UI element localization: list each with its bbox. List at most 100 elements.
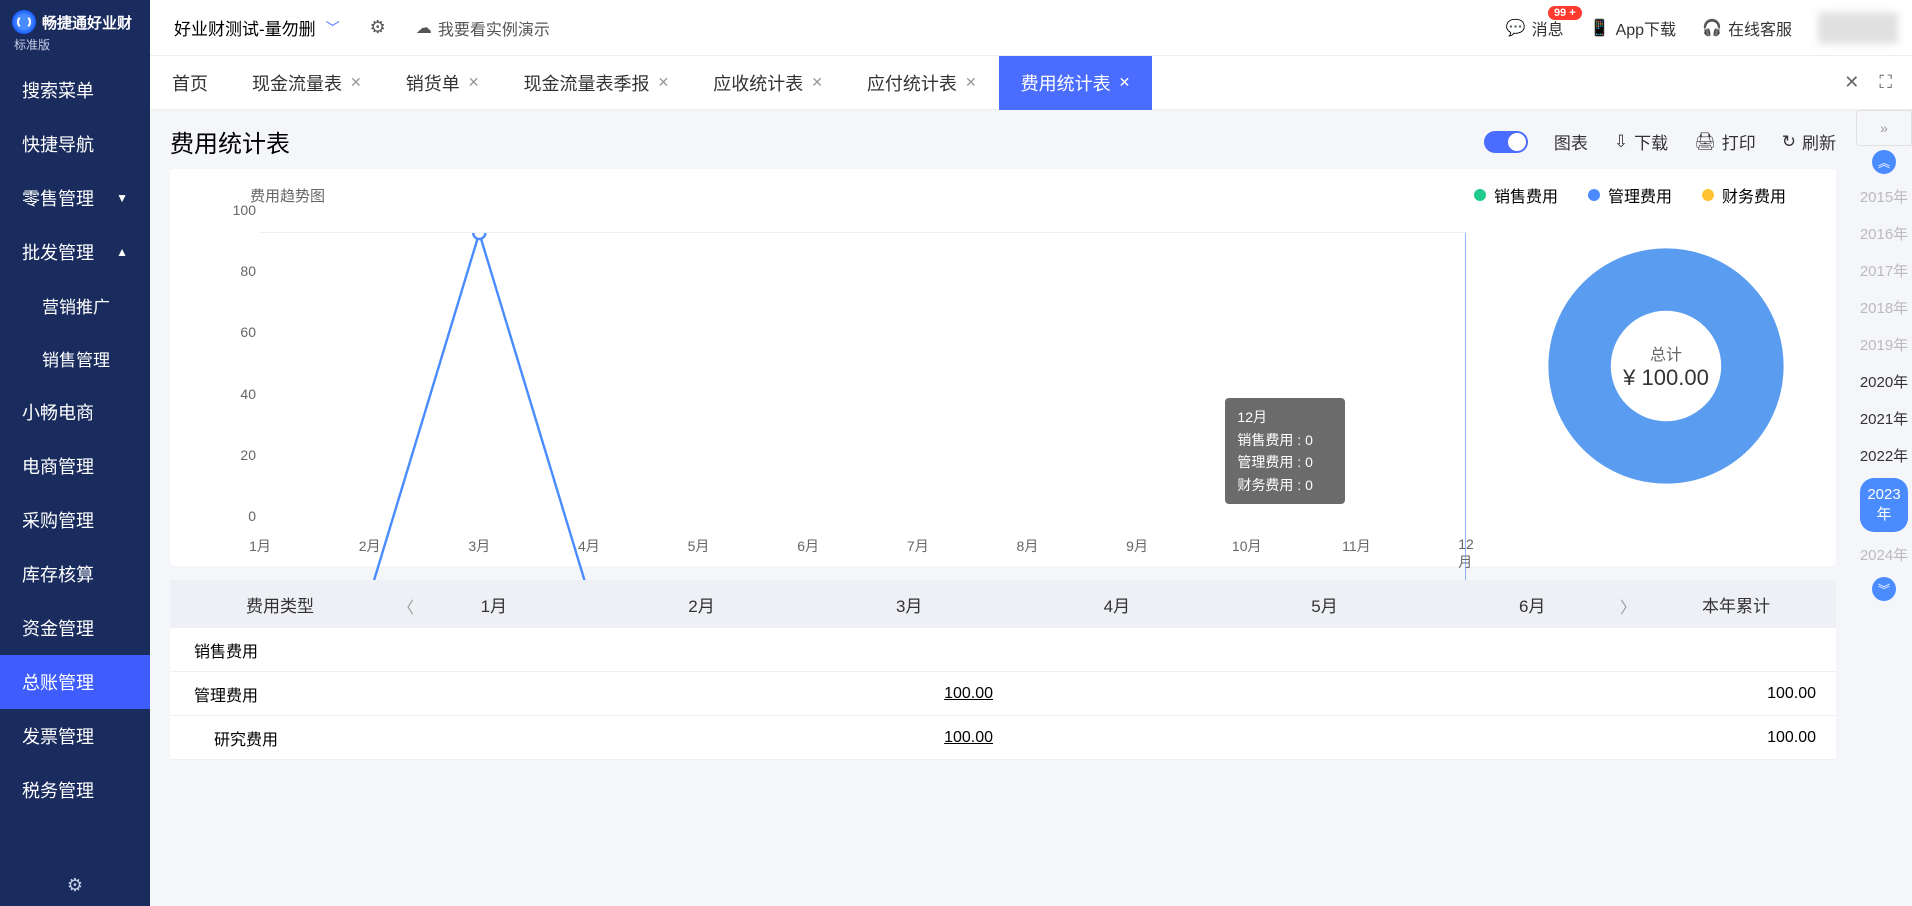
year-item[interactable]: 2021年 (1856, 400, 1912, 437)
close-tab-icon[interactable]: ✕ (1844, 72, 1859, 93)
table-scroll-left[interactable]: 〈 (398, 594, 414, 618)
y-tick: 60 (240, 324, 256, 340)
tab[interactable]: 首页 (150, 56, 230, 110)
chart-toggle[interactable] (1484, 131, 1528, 153)
sidebar-item-purchase[interactable]: 采购管理 (0, 493, 150, 547)
sidebar-item-fund[interactable]: 资金管理 (0, 601, 150, 655)
sidebar-item-ecom1[interactable]: 小畅电商 (0, 385, 150, 439)
page-header: 费用统计表 图表 ⇩下载 🖨打印 ↻刷新 (170, 124, 1836, 159)
td-total: 100.00 (1636, 729, 1836, 747)
year-item: 2019年 (1856, 326, 1912, 363)
tab[interactable]: 应收统计表✕ (691, 56, 845, 110)
tab-close-icon[interactable]: ✕ (657, 74, 669, 91)
tab-close-icon[interactable]: ✕ (965, 74, 977, 91)
sidebar-item-retail[interactable]: 零售管理▼ (0, 171, 150, 225)
print-button[interactable]: 🖨打印 (1694, 129, 1756, 154)
app-download-label: App下载 (1616, 16, 1676, 40)
year-scroll-down[interactable]: ︾ (1872, 577, 1896, 601)
sidebar-item-wholesale[interactable]: 批发管理▲ (0, 225, 150, 279)
x-tick: 10月 (1232, 536, 1262, 556)
chart-toggle-label: 图表 (1554, 129, 1588, 154)
td-type: 管理费用 (170, 682, 390, 706)
x-tick: 7月 (907, 536, 929, 556)
messages-button[interactable]: 💬 消息 99 + (1506, 16, 1564, 40)
settings-gear-icon[interactable]: ⚙ (0, 875, 150, 896)
user-avatar[interactable] (1818, 12, 1898, 44)
x-tick: 4月 (578, 536, 600, 556)
chart-tooltip: 12月销售费用 : 0管理费用 : 0财务费用 : 0 (1225, 398, 1345, 504)
x-tick: 3月 (468, 536, 490, 556)
year-panel-expand[interactable]: » (1856, 110, 1912, 146)
tab-bar: 首页现金流量表✕销货单✕现金流量表季报✕应收统计表✕应付统计表✕费用统计表✕ ✕… (150, 56, 1912, 110)
tab[interactable]: 现金流量表季报✕ (501, 56, 691, 110)
tab-close-icon[interactable]: ✕ (1119, 74, 1131, 91)
brand-edition: 标准版 (0, 36, 150, 63)
th-month: 5月 (1221, 592, 1429, 617)
year-item: 2024年 (1856, 536, 1912, 573)
sidebar-item-search[interactable]: 搜索菜单 (0, 63, 150, 117)
table-scroll-right[interactable]: 〉 (1620, 594, 1636, 618)
sidebar-item-ecom2[interactable]: 电商管理 (0, 439, 150, 493)
y-tick: 100 (233, 202, 256, 218)
tab-close-icon[interactable]: ✕ (468, 74, 480, 91)
table-row: 研究费用 100.00 100.00 (170, 716, 1836, 760)
th-month: 1月 (390, 592, 598, 617)
sidebar-item-sales[interactable]: 销售管理 (0, 332, 150, 385)
tab-close-icon[interactable]: ✕ (811, 74, 823, 91)
sidebar-item-gl[interactable]: 总账管理 (0, 655, 150, 709)
workspace-settings-icon[interactable]: ⚙ (370, 17, 386, 38)
sidebar-item-marketing[interactable]: 营销推广 (0, 279, 150, 332)
td-total: 100.00 (1636, 685, 1836, 703)
tab[interactable]: 应付统计表✕ (845, 56, 999, 110)
tab-close-icon[interactable]: ✕ (350, 74, 362, 91)
customer-service-button[interactable]: 🎧 在线客服 (1702, 16, 1792, 40)
year-item: 2017年 (1856, 252, 1912, 289)
x-tick: 9月 (1126, 536, 1148, 556)
x-tick: 11月 (1342, 536, 1371, 556)
td-month[interactable]: 100.00 (805, 685, 1013, 703)
download-button[interactable]: ⇩下载 (1614, 129, 1668, 154)
y-tick: 0 (248, 508, 256, 524)
content: 费用统计表 图表 ⇩下载 🖨打印 ↻刷新 费用趋势图 销售费用管理费用财务费用 … (150, 110, 1856, 906)
brand-logo-icon (12, 10, 36, 34)
year-item: 2018年 (1856, 289, 1912, 326)
demo-link[interactable]: ☁ 我要看实例演示 (416, 16, 550, 40)
y-tick: 40 (240, 386, 256, 402)
tab[interactable]: 费用统计表✕ (999, 56, 1153, 110)
tab[interactable]: 现金流量表✕ (230, 56, 384, 110)
workspace-name: 好业财测试-量勿删 (174, 15, 316, 40)
year-scroll-up[interactable]: ︽ (1872, 150, 1896, 174)
fullscreen-icon[interactable]: ⛶ (1879, 72, 1892, 93)
table-row: 销售费用 (170, 628, 1836, 672)
x-tick: 2月 (359, 536, 381, 556)
refresh-button[interactable]: ↻刷新 (1782, 129, 1836, 154)
legend-item[interactable]: 财务费用 (1702, 183, 1786, 207)
donut-center-label: 总计 (1623, 341, 1709, 365)
year-item[interactable]: 2020年 (1856, 363, 1912, 400)
legend-item[interactable]: 销售费用 (1474, 183, 1558, 207)
year-item[interactable]: 2022年 (1856, 437, 1912, 474)
year-item: 2016年 (1856, 215, 1912, 252)
td-type: 研究费用 (170, 726, 390, 750)
download-icon: ⇩ (1614, 132, 1628, 152)
legend-item[interactable]: 管理费用 (1588, 183, 1672, 207)
td-month[interactable]: 100.00 (805, 729, 1013, 747)
th-month: 2月 (598, 592, 806, 617)
expense-table: 费用类型 〈 1月2月3月4月5月6月 〉 本年累计 销售费用管理费用 100.0… (170, 580, 1836, 760)
sidebar-item-quick[interactable]: 快捷导航 (0, 117, 150, 171)
table-header: 费用类型 〈 1月2月3月4月5月6月 〉 本年累计 (170, 580, 1836, 628)
sidebar-item-invoice[interactable]: 发票管理 (0, 709, 150, 763)
sidebar-item-inventory[interactable]: 库存核算 (0, 547, 150, 601)
app-download-button[interactable]: 📱 App下载 (1590, 16, 1676, 40)
sidebar-item-tax[interactable]: 税务管理 (0, 763, 150, 817)
th-total: 本年累计 (1636, 592, 1836, 617)
print-icon: 🖨 (1694, 132, 1716, 152)
x-tick: 5月 (688, 536, 710, 556)
x-tick: 1月 (249, 536, 271, 556)
year-item[interactable]: 2023年 (1860, 478, 1908, 532)
workspace-selector[interactable]: 好业财测试-量勿删 ﹀ (164, 11, 350, 44)
y-tick: 20 (240, 447, 256, 463)
chart-legend: 销售费用 管理费用 财务费用 (1474, 183, 1786, 207)
sidebar-menu: 搜索菜单快捷导航零售管理▼批发管理▲营销推广销售管理小畅电商电商管理采购管理库存… (0, 63, 150, 817)
tab[interactable]: 销货单✕ (384, 56, 502, 110)
